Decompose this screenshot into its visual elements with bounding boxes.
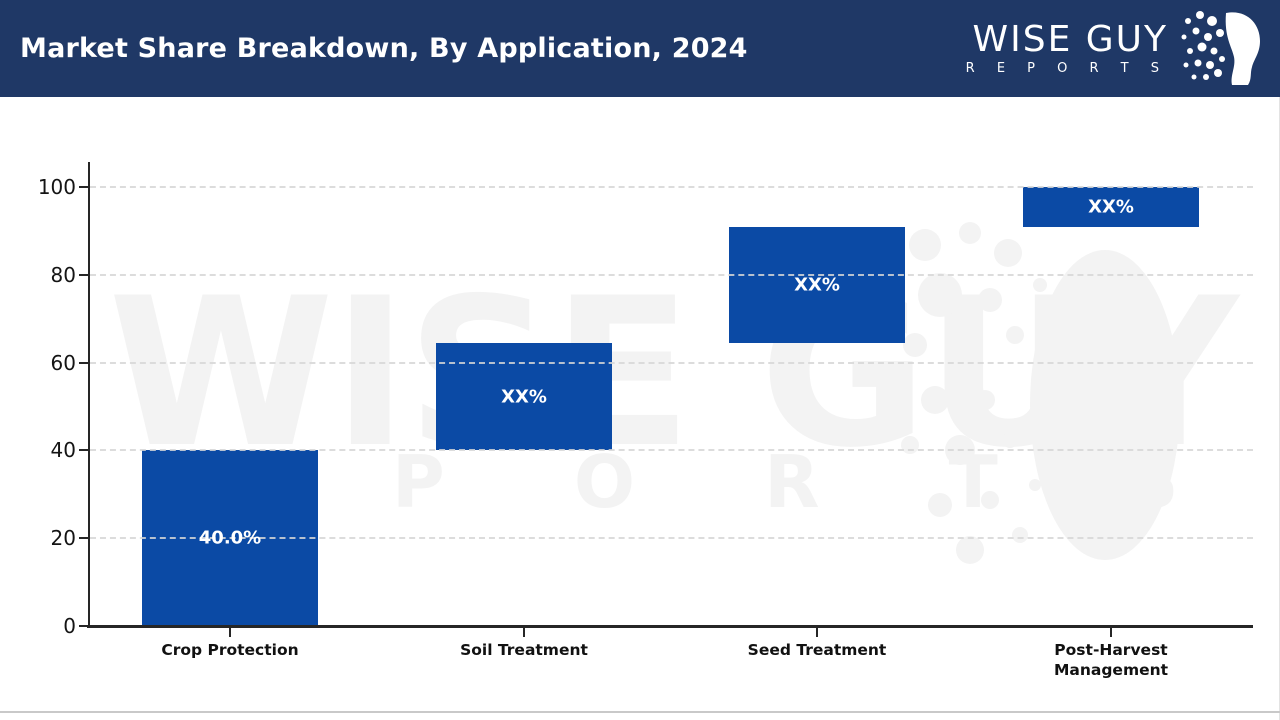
brand-logo-text: WISE GUY R E P O R T S xyxy=(960,18,1168,76)
ytick-label-80: 80 xyxy=(50,262,76,287)
gridline-y-80 xyxy=(90,273,1253,276)
category-label-3: Seed Treatment xyxy=(747,641,887,659)
ytick-label-40: 40 xyxy=(50,438,76,463)
ytick-mark-40 xyxy=(79,449,88,452)
xtick-mark-3 xyxy=(816,628,818,637)
ytick-label-60: 60 xyxy=(50,350,76,375)
y-axis xyxy=(88,162,90,628)
ytick-mark-100 xyxy=(79,186,88,188)
ytick-mark-20 xyxy=(79,537,88,540)
bar-value-label-4: XX% xyxy=(1088,196,1134,218)
x-axis xyxy=(87,625,1253,628)
bar-4 xyxy=(1023,187,1199,227)
category-label-4: Post-Harvest Management xyxy=(1053,641,1169,680)
brand-subname: R E P O R T S xyxy=(965,60,1168,76)
category-label-2: Soil Treatment xyxy=(460,641,588,659)
header-bar: Market Share Breakdown, By Application, … xyxy=(0,0,1280,97)
brand-name: WISE GUY xyxy=(972,18,1168,60)
page-title: Market Share Breakdown, By Application, … xyxy=(20,33,748,64)
category-label-1: Crop Protection xyxy=(161,641,299,659)
footer-divider xyxy=(0,711,1280,713)
brand-face-icon xyxy=(1181,10,1260,85)
bar-2 xyxy=(436,342,612,451)
ytick-mark-80 xyxy=(79,273,88,276)
ytick-label-20: 20 xyxy=(50,526,76,551)
xtick-mark-1 xyxy=(229,628,231,637)
bar-3 xyxy=(729,226,905,343)
xtick-mark-2 xyxy=(523,628,525,637)
ytick-mark-0 xyxy=(79,625,88,627)
gridline-y-20 xyxy=(90,537,1253,540)
bar-value-label-1: 40.0% xyxy=(198,527,262,549)
brand-logo: WISE GUY R E P O R T S xyxy=(960,7,1266,91)
gridline-y-60 xyxy=(90,361,1253,364)
ytick-mark-60 xyxy=(79,361,88,364)
ytick-label-100: 100 xyxy=(37,175,76,199)
gridline-y-100 xyxy=(90,186,1253,188)
bar-value-label-2: XX% xyxy=(501,386,547,408)
xtick-mark-4 xyxy=(1110,628,1112,637)
ytick-label-0: 0 xyxy=(63,614,76,638)
gridline-y-40 xyxy=(90,449,1253,452)
bar-value-label-3: XX% xyxy=(794,274,840,296)
